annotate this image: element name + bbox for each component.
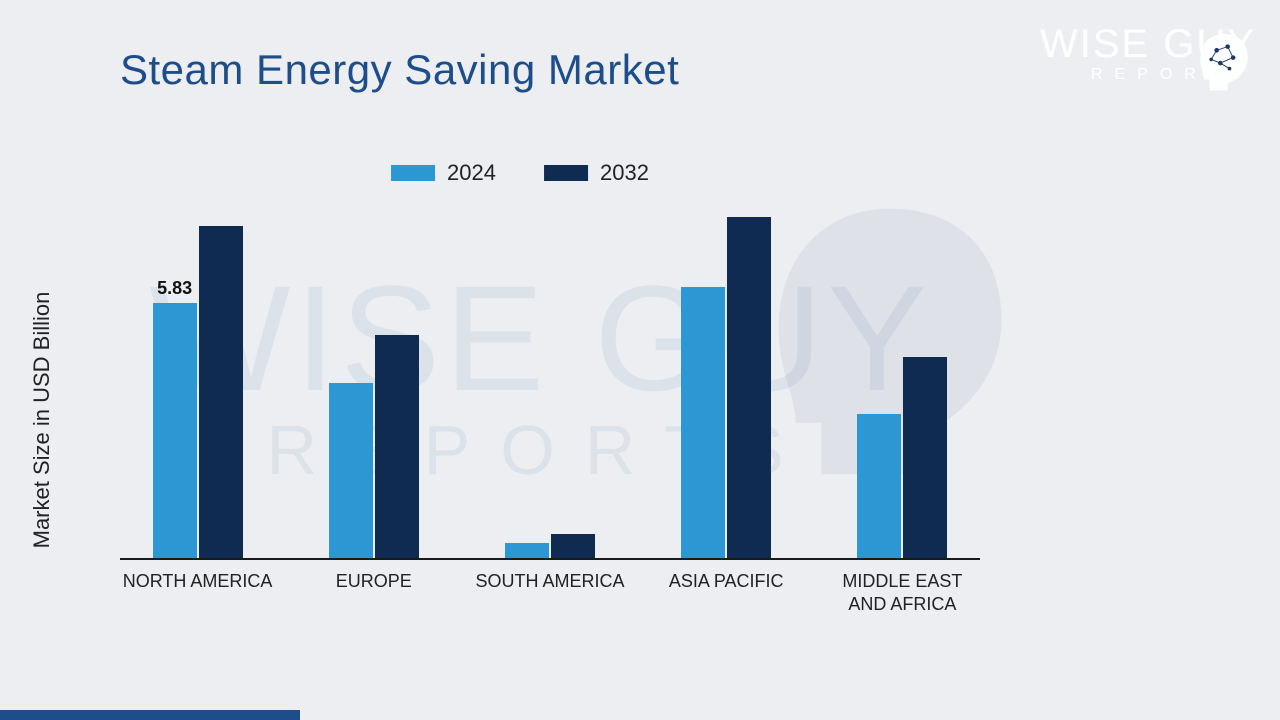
bar bbox=[727, 217, 771, 558]
category-label: NORTH AMERICA bbox=[118, 570, 278, 593]
legend-label-2024: 2024 bbox=[447, 160, 496, 186]
chart-title: Steam Energy Saving Market bbox=[120, 46, 679, 94]
chart-legend: 2024 2032 bbox=[391, 160, 649, 186]
x-axis-baseline bbox=[120, 558, 980, 560]
bar bbox=[505, 543, 549, 558]
chart-area: Market Size in USD Billion 2024 2032 5.8… bbox=[60, 160, 980, 680]
bar bbox=[199, 226, 243, 559]
bar bbox=[551, 534, 595, 558]
plot-region: 5.83NORTH AMERICAEUROPESOUTH AMERICAASIA… bbox=[120, 210, 980, 560]
bar bbox=[329, 383, 373, 558]
category-label: SOUTH AMERICA bbox=[470, 570, 630, 593]
category-label: MIDDLE EAST AND AFRICA bbox=[822, 570, 982, 615]
brand-logo: WISE GUY REPORTS bbox=[984, 24, 1256, 84]
bar bbox=[903, 357, 947, 558]
category-label: ASIA PACIFIC bbox=[646, 570, 806, 593]
y-axis-label: Market Size in USD Billion bbox=[29, 292, 55, 549]
bar-value-label: 5.83 bbox=[153, 278, 197, 299]
bar bbox=[681, 287, 725, 558]
footer-accent-bar bbox=[0, 710, 300, 720]
legend-label-2032: 2032 bbox=[600, 160, 649, 186]
category-label: EUROPE bbox=[294, 570, 454, 593]
head-icon bbox=[1196, 32, 1252, 96]
page-root: WISE GUY REPORTS Steam Energy Saving Mar… bbox=[0, 0, 1280, 720]
bar bbox=[375, 335, 419, 558]
legend-item-2024: 2024 bbox=[391, 160, 496, 186]
bar bbox=[153, 303, 197, 558]
legend-swatch-2032 bbox=[544, 165, 588, 181]
legend-item-2032: 2032 bbox=[544, 160, 649, 186]
legend-swatch-2024 bbox=[391, 165, 435, 181]
bar bbox=[857, 414, 901, 558]
